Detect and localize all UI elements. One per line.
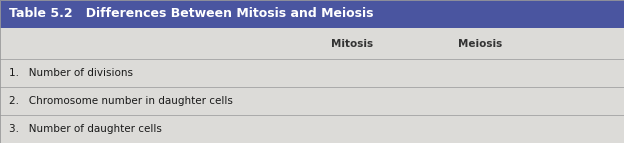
Text: Mitosis: Mitosis <box>331 39 374 49</box>
Text: 1.   Number of divisions: 1. Number of divisions <box>9 68 134 78</box>
Text: 2.   Chromosome number in daughter cells: 2. Chromosome number in daughter cells <box>9 96 233 106</box>
Bar <box>0 0 624 28</box>
Text: Table 5.2   Differences Between Mitosis and Meiosis: Table 5.2 Differences Between Mitosis an… <box>9 7 374 20</box>
Text: 3.   Number of daughter cells: 3. Number of daughter cells <box>9 124 162 134</box>
Text: Meiosis: Meiosis <box>459 39 502 49</box>
